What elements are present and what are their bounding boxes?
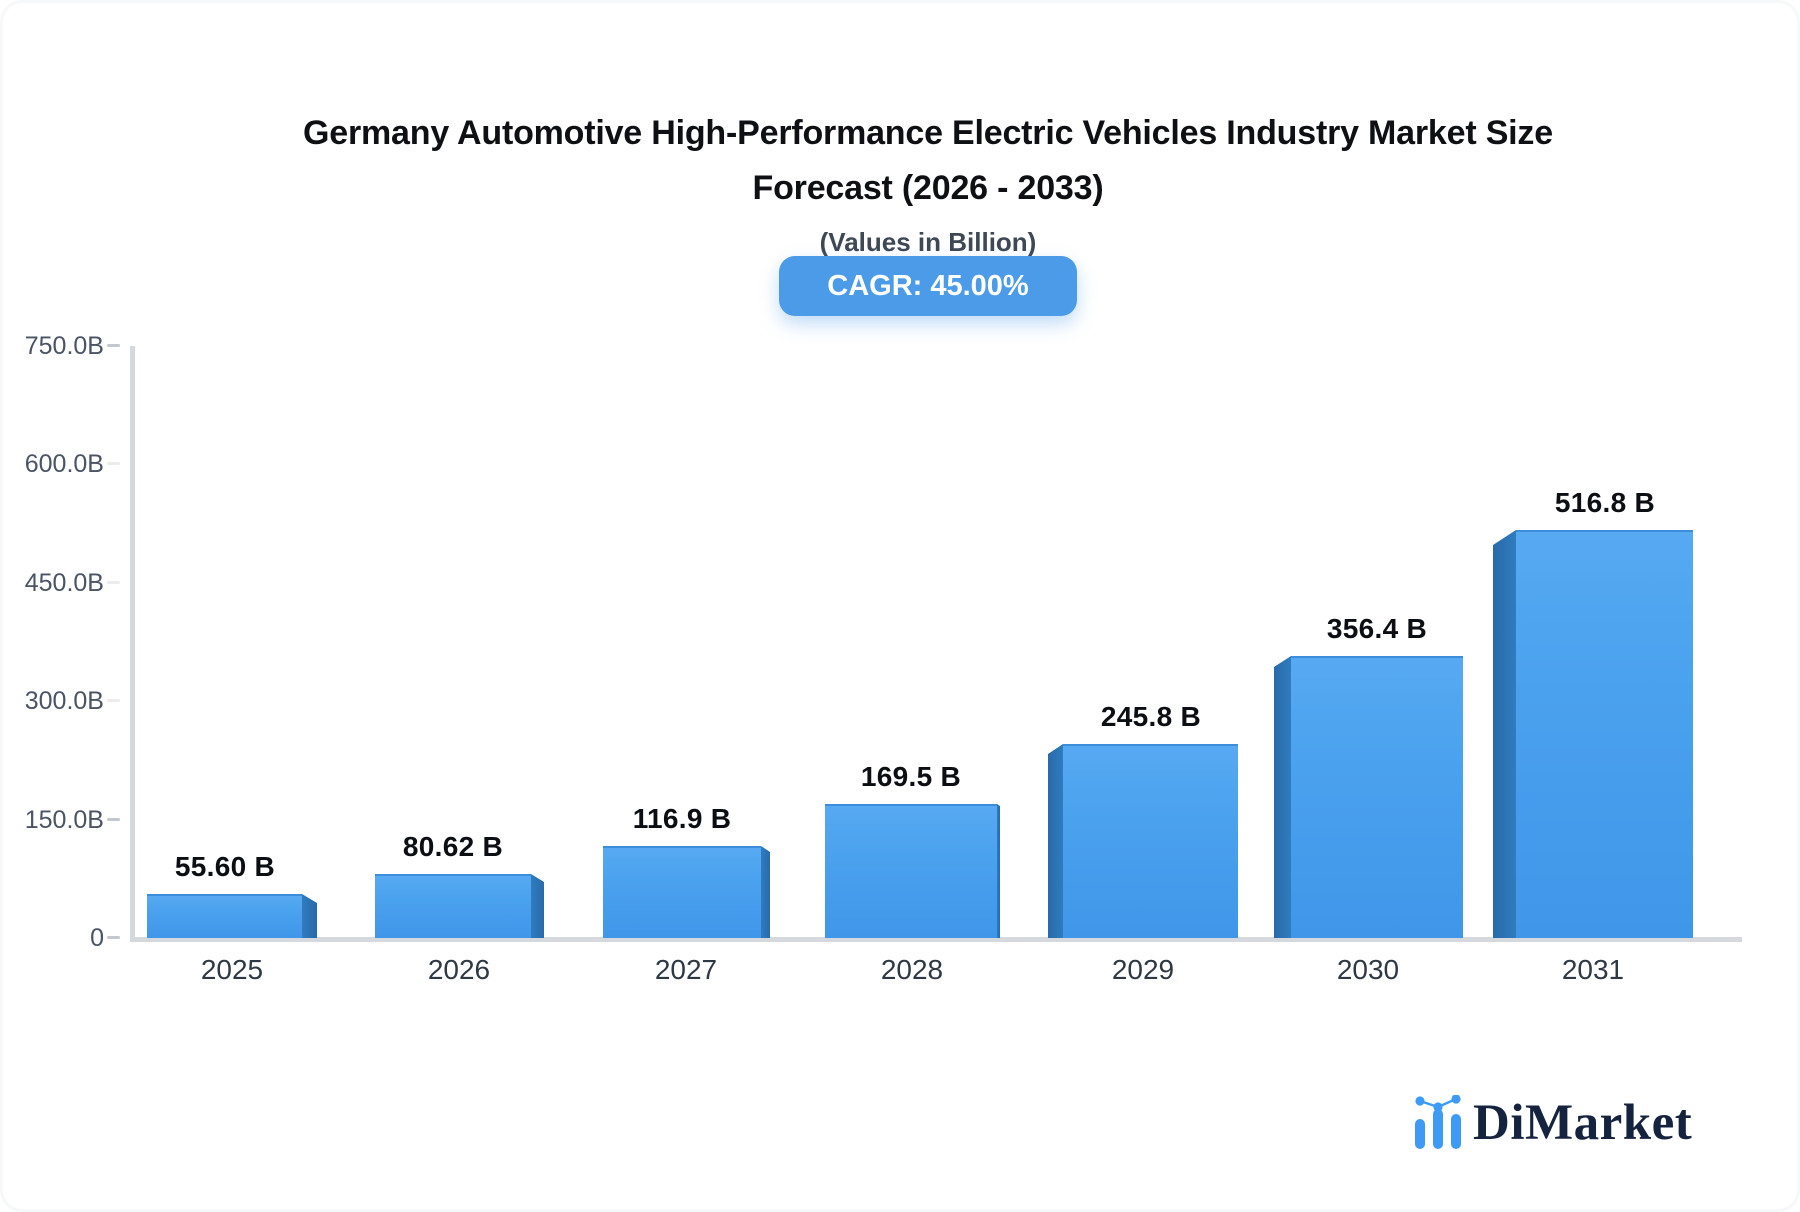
y-tick-mark	[107, 818, 120, 821]
bar-value-label-2025: 55.60 B	[174, 851, 276, 882]
bar-side-2027	[761, 846, 770, 938]
cagr-badge-row: CAGR: 45.00%	[56, 256, 1800, 316]
y-tick-label: 600.0B	[24, 450, 104, 478]
page-title-line2: Forecast (2026 - 2033)	[752, 169, 1104, 207]
bar-face-2027	[603, 846, 761, 938]
y-tick-mark	[107, 581, 120, 584]
y-tick-label: 300.0B	[24, 687, 104, 715]
bar-value-label-2027: 116.9 B	[632, 803, 732, 834]
bar-face-2028	[825, 804, 997, 938]
x-axis-line	[130, 937, 1742, 942]
bar-side-2025	[302, 894, 317, 938]
bar-face-2029	[1063, 744, 1238, 938]
page-title: Germany Automotive High-Performance Elec…	[56, 106, 1800, 216]
y-tick-label: 150.0B	[24, 806, 104, 834]
y-tick-mark	[107, 699, 120, 702]
y-tick-label: 450.0B	[24, 569, 104, 597]
bar-value-label-2028: 169.5 B	[860, 761, 962, 792]
y-tick-mark	[107, 344, 120, 347]
x-tick-label-2028: 2028	[880, 954, 944, 985]
bar-side-2028	[997, 804, 1000, 938]
bar-side-2030	[1274, 656, 1291, 938]
x-tick-label-2031: 2031	[1561, 954, 1625, 985]
x-tick-label-2027: 2027	[654, 954, 718, 985]
bar-face-2030	[1291, 656, 1463, 938]
x-tick-label-2030: 2030	[1336, 954, 1400, 985]
y-tick-mark	[107, 936, 120, 939]
bar-side-2029	[1048, 744, 1063, 938]
y-tick-label: 750.0B	[24, 332, 104, 360]
bar-value-label-2030: 356.4 B	[1326, 613, 1428, 644]
bar-chart-logo-icon	[1415, 1095, 1461, 1149]
bar-side-2026	[531, 874, 544, 938]
page-title-line1: Germany Automotive High-Performance Elec…	[303, 114, 1553, 152]
x-tick-label-2029: 2029	[1111, 954, 1175, 985]
bar-value-label-2026: 80.62 B	[402, 831, 504, 862]
y-tick-label: 0	[90, 924, 104, 952]
bar-value-label-2029: 245.8 B	[1100, 701, 1202, 732]
y-axis-line	[130, 346, 135, 942]
page-subtitle: (Values in Billion)	[819, 227, 1037, 257]
x-tick-label-2025: 2025	[200, 954, 264, 985]
x-tick-label-2026: 2026	[427, 954, 491, 985]
brand-logo: DiMarket	[1415, 1091, 1692, 1149]
bar-value-label-2031: 516.8 B	[1554, 487, 1656, 518]
bar-side-2031	[1493, 530, 1516, 938]
cagr-badge: CAGR: 45.00%	[779, 256, 1077, 316]
bar-face-2031	[1516, 530, 1693, 938]
bar-face-2025	[147, 894, 302, 938]
bar-face-2026	[375, 874, 531, 938]
y-tick-mark	[107, 462, 120, 465]
brand-name: DiMarket	[1473, 1095, 1693, 1151]
